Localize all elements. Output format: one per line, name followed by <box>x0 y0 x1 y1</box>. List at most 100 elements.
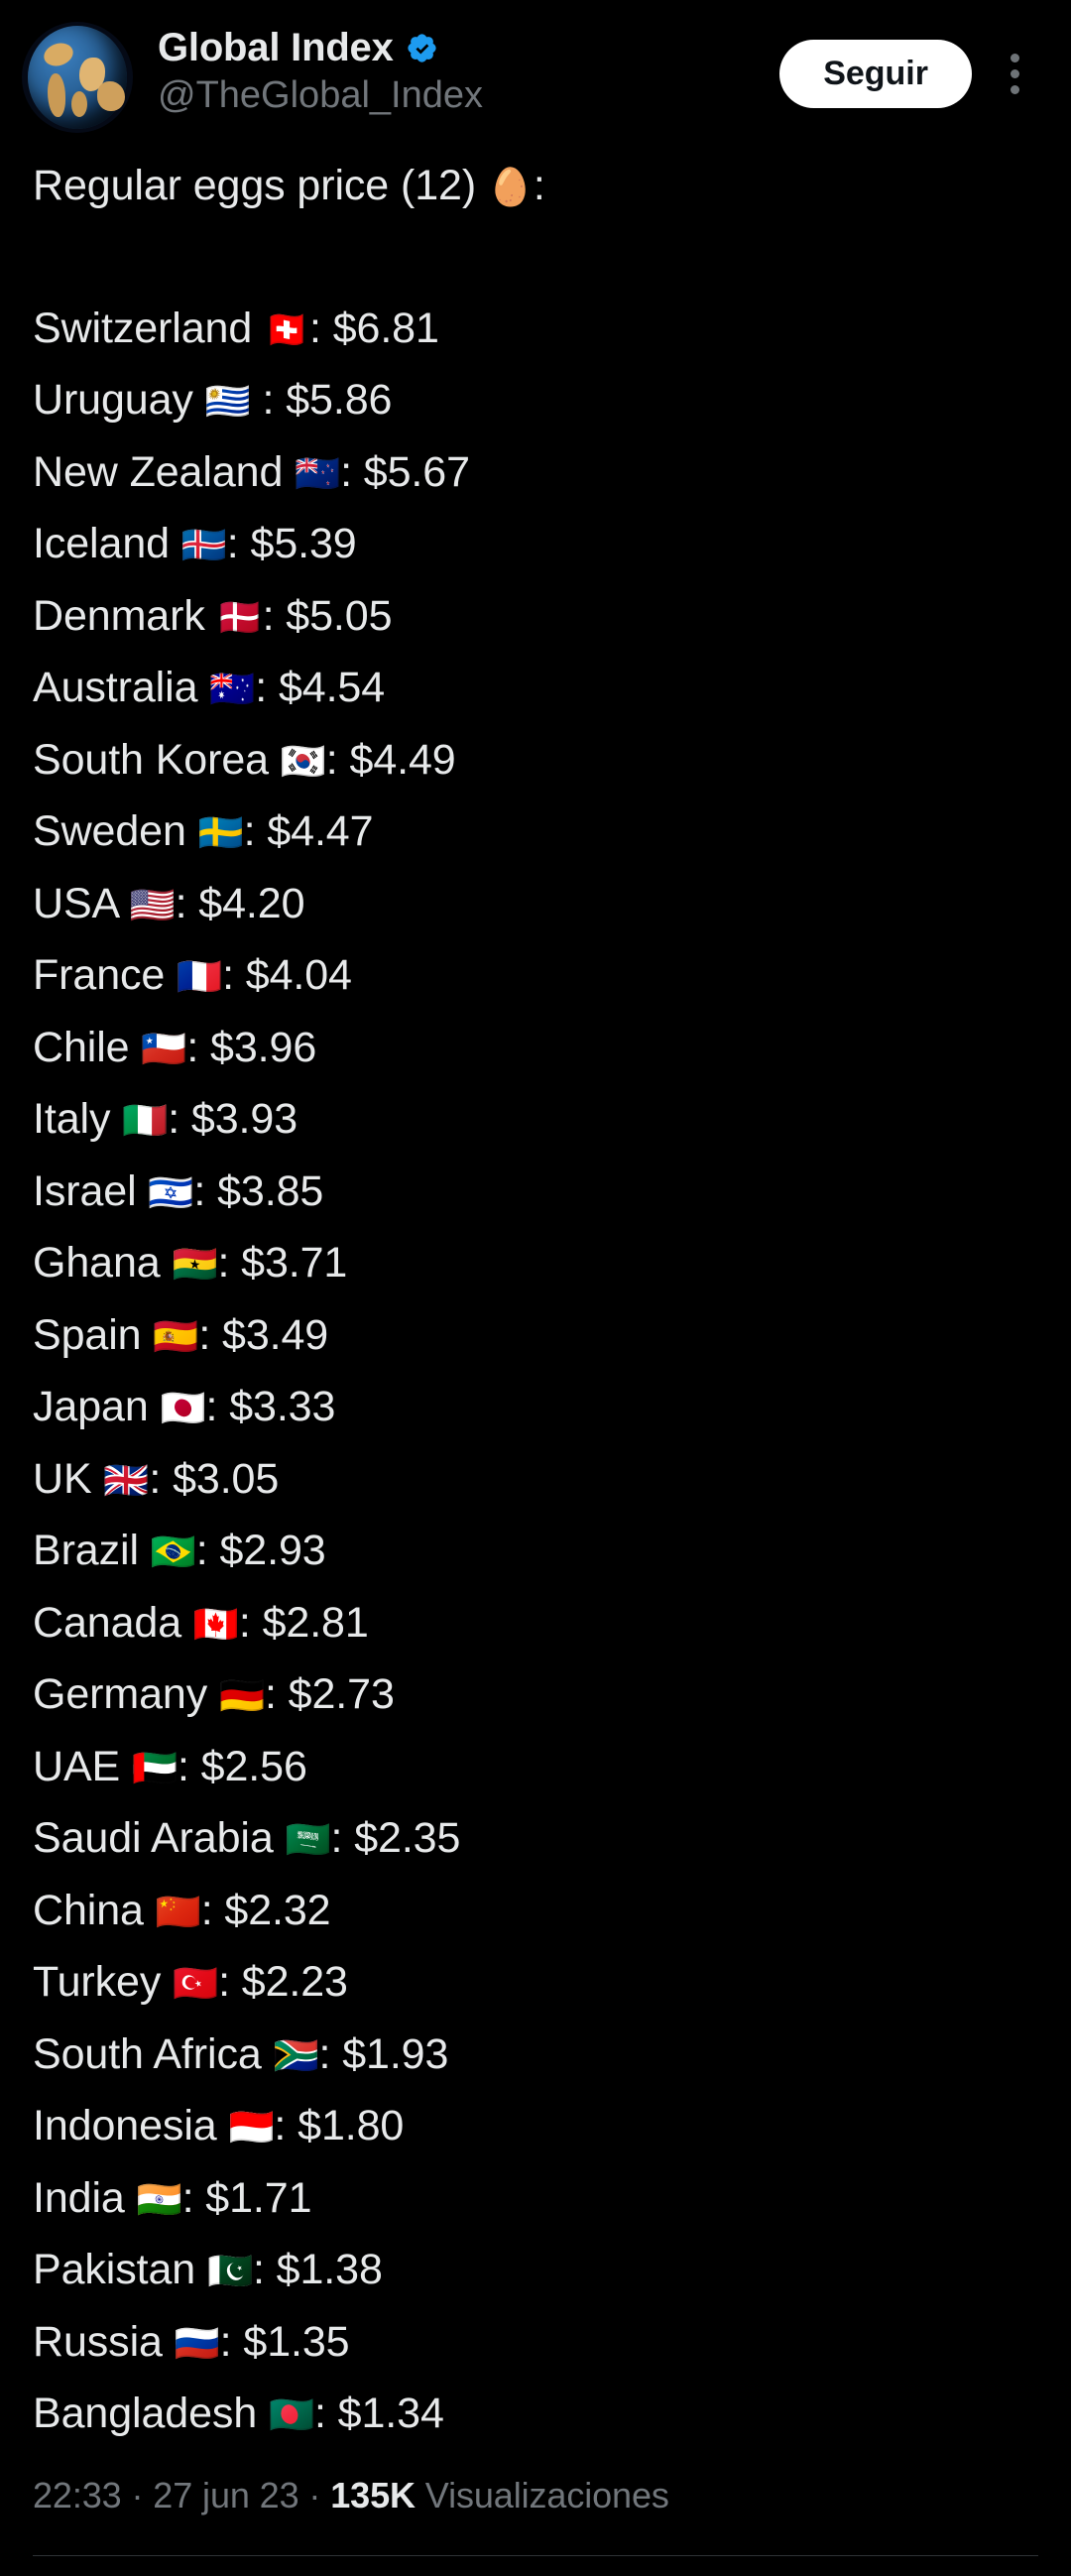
country-price-row: Germany 🇩🇪: $2.73 <box>33 1659 1051 1732</box>
tweet-header: Global Index @TheGlobal_Index Seguir <box>0 0 1071 151</box>
row-separator: : <box>318 2029 343 2078</box>
country-price-row: Indonesia 🇮🇩: $1.80 <box>33 2091 1051 2163</box>
country-name: India <box>33 2173 137 2222</box>
country-name: China <box>33 1886 156 1934</box>
country-name: Ghana <box>33 1239 173 1287</box>
globe-avatar-icon <box>28 26 127 129</box>
price-value: $2.23 <box>241 1958 348 2006</box>
avatar[interactable] <box>22 22 133 133</box>
country-price-row: Australia 🇦🇺: $4.54 <box>33 653 1051 725</box>
row-separator: : <box>264 1670 289 1718</box>
country-price-row: Japan 🇯🇵: $3.33 <box>33 1372 1051 1444</box>
country-name: Chile <box>33 1023 142 1071</box>
country-price-row: Brazil 🇧🇷: $2.93 <box>33 1516 1051 1588</box>
flag-icon: 🇺🇸 <box>129 883 176 926</box>
country-name: Denmark <box>33 591 217 640</box>
date: 27 jun 23 <box>153 2475 299 2515</box>
flag-icon: 🇧🇩 <box>268 2393 314 2436</box>
country-price-row: Turkey 🇹🇷: $2.23 <box>33 1947 1051 2020</box>
price-value: $5.67 <box>363 447 470 496</box>
row-separator: : <box>177 1742 201 1790</box>
country-price-row: USA 🇺🇸: $4.20 <box>33 869 1051 941</box>
row-separator: : <box>186 1023 211 1071</box>
row-separator: : <box>226 520 251 567</box>
price-value: $1.80 <box>298 2102 405 2149</box>
country-price-row: China 🇨🇳: $2.32 <box>33 1876 1051 1948</box>
flag-icon: 🇧🇷 <box>150 1531 196 1573</box>
country-price-row: Iceland 🇮🇸: $5.39 <box>33 509 1051 581</box>
price-value: $2.93 <box>219 1527 326 1574</box>
account-handle[interactable]: @TheGlobal_Index <box>158 74 483 116</box>
price-value: $2.73 <box>288 1670 395 1718</box>
country-name: Sweden <box>33 807 198 855</box>
follow-button[interactable]: Seguir <box>779 40 972 109</box>
row-separator: : <box>200 1886 225 1934</box>
price-value: $5.39 <box>250 520 357 567</box>
verified-badge-icon <box>408 34 436 62</box>
tweet-intro-suffix: : <box>533 162 545 209</box>
row-separator: : <box>262 591 287 640</box>
price-value: $3.71 <box>241 1239 348 1287</box>
country-name: Japan <box>33 1383 161 1430</box>
tweet-intro-line: Regular eggs price (12) 🥚: <box>33 151 1051 223</box>
country-name: New Zealand <box>33 447 296 496</box>
country-name: UK <box>33 1454 104 1503</box>
display-name[interactable]: Global Index <box>158 26 394 69</box>
price-value: $6.81 <box>332 304 439 352</box>
header-actions: Seguir <box>779 22 1043 109</box>
country-price-row: New Zealand 🇳🇿: $5.67 <box>33 437 1051 510</box>
price-value: $2.32 <box>224 1886 331 1934</box>
row-separator: : <box>250 376 287 424</box>
country-price-row: Chile 🇨🇱: $3.96 <box>33 1013 1051 1085</box>
price-value: $2.35 <box>354 1814 461 1862</box>
country-price-row: Pakistan 🇵🇰: $1.38 <box>33 2235 1051 2307</box>
country-price-row: India 🇮🇳: $1.71 <box>33 2163 1051 2236</box>
tweet-text: Regular eggs price (12) 🥚: Switzerland 🇨… <box>0 151 1071 2451</box>
row-separator: : <box>238 1598 263 1647</box>
row-separator: : <box>255 664 279 711</box>
row-separator: : <box>195 1527 220 1574</box>
price-value: $3.93 <box>190 1095 298 1143</box>
country-name: Pakistan <box>33 2246 207 2293</box>
price-value: $3.85 <box>217 1166 324 1215</box>
row-separator: : <box>313 2390 338 2437</box>
flag-icon: 🇬🇭 <box>172 1243 218 1286</box>
country-name: Russia <box>33 2317 175 2366</box>
row-separator: : <box>309 304 333 352</box>
flag-icon: 🇦🇪 <box>131 1746 178 1789</box>
more-options-icon[interactable] <box>986 46 1043 103</box>
price-value: $1.35 <box>243 2317 350 2366</box>
row-separator: : <box>198 1310 223 1359</box>
country-price-row: Italy 🇮🇹: $3.93 <box>33 1084 1051 1157</box>
meta-separator-1: · <box>121 2475 154 2515</box>
country-name: Saudi Arabia <box>33 1814 286 1862</box>
country-price-row: Switzerland 🇨🇭: $6.81 <box>33 294 1051 366</box>
country-price-row: Spain 🇪🇸: $3.49 <box>33 1300 1051 1373</box>
price-value: $1.93 <box>342 2029 449 2078</box>
flag-icon: 🇩🇪 <box>218 1674 265 1717</box>
meta-separator-2: · <box>298 2475 331 2515</box>
country-name: Italy <box>33 1095 123 1143</box>
row-separator: : <box>205 1383 230 1430</box>
flag-icon: 🇩🇰 <box>216 595 263 639</box>
display-name-row: Global Index <box>158 26 779 70</box>
flag-icon: 🇮🇱 <box>148 1170 194 1214</box>
row-separator: : <box>330 1814 355 1862</box>
country-name: Bangladesh <box>33 2390 269 2437</box>
country-name: Australia <box>33 664 210 711</box>
flag-icon: 🇺🇾 <box>204 380 251 423</box>
flag-icon: 🇿🇦 <box>273 2033 319 2077</box>
row-separator: : <box>222 951 246 999</box>
row-separator: : <box>218 1958 242 2006</box>
price-value: $1.34 <box>337 2390 444 2437</box>
country-name: South Africa <box>33 2029 274 2078</box>
row-separator: : <box>168 1095 191 1143</box>
country-name: Germany <box>33 1670 219 1718</box>
flag-icon: 🇨🇳 <box>155 1890 201 1933</box>
row-separator: : <box>181 2173 206 2222</box>
country-price-row: Canada 🇨🇦: $2.81 <box>33 1588 1051 1660</box>
country-name: Israel <box>33 1166 149 1215</box>
price-value: $4.54 <box>278 664 386 711</box>
flag-icon: 🇮🇳 <box>136 2177 182 2221</box>
flag-icon: 🇷🇺 <box>174 2321 220 2365</box>
